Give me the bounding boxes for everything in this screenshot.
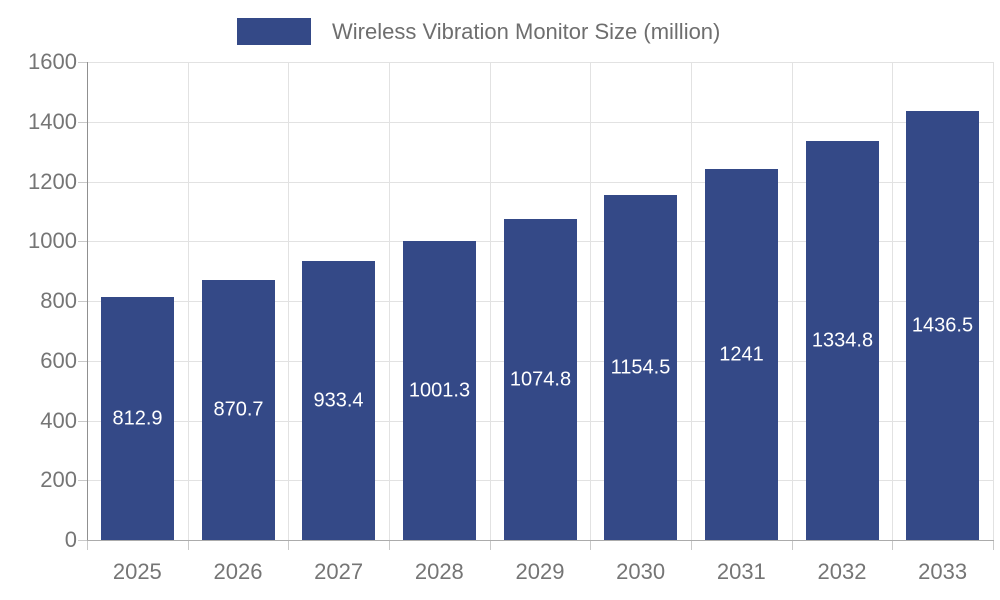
y-tick-mark (78, 480, 87, 482)
v-gridline (590, 62, 591, 540)
x-axis-line (87, 540, 994, 541)
bar-2028: 1001.3 (403, 241, 476, 540)
y-axis-tick-label: 1400 (28, 108, 77, 134)
x-axis-tick-label: 2032 (817, 559, 867, 584)
x-tick-mark (993, 541, 994, 550)
v-gridline (389, 62, 390, 540)
y-tick-mark (78, 540, 87, 541)
y-axis-tick-label: 800 (40, 288, 77, 313)
bar-value-label: 1001.3 (408, 379, 471, 401)
bar-2025: 812.9 (101, 297, 174, 540)
v-gridline (288, 62, 289, 540)
y-tick-mark (78, 420, 87, 422)
y-axis-tick-label: 400 (40, 407, 77, 433)
y-tick-mark (78, 241, 87, 243)
y-axis-line (87, 62, 88, 540)
x-axis-tick-label: 2026 (213, 559, 263, 584)
v-gridline (792, 62, 793, 540)
x-tick-mark (792, 541, 793, 550)
h-gridline (87, 121, 993, 123)
v-gridline (892, 62, 893, 540)
v-gridline (691, 62, 692, 540)
v-gridline (490, 62, 491, 540)
y-axis-tick-label: 0 (64, 527, 77, 552)
v-gridline (188, 62, 189, 540)
x-axis-tick-label: 2027 (314, 559, 364, 584)
y-tick-mark (78, 121, 87, 123)
v-gridline (993, 62, 994, 540)
x-tick-mark (590, 541, 591, 550)
bar-2026: 870.7 (202, 280, 275, 540)
y-tick-mark (78, 181, 87, 183)
x-tick-mark (490, 541, 491, 550)
y-tick-mark (78, 360, 87, 362)
x-tick-mark (892, 541, 893, 550)
h-gridline (87, 62, 993, 63)
x-axis-tick-label: 2025 (112, 559, 162, 584)
bar-2029: 1074.8 (504, 219, 577, 540)
y-axis-tick-label: 1200 (28, 168, 77, 194)
y-axis-tick-label: 200 (40, 467, 77, 493)
bar-value-label: 812.9 (112, 407, 163, 429)
legend-item[interactable]: Wireless Vibration Monitor Size (million… (237, 18, 720, 45)
x-tick-mark (288, 541, 289, 550)
bar-2031: 1241 (705, 169, 778, 540)
bar-value-label: 1334.8 (811, 329, 874, 351)
y-tick-mark (78, 301, 87, 302)
x-tick-mark (87, 541, 88, 550)
x-axis-tick-label: 2031 (716, 559, 766, 584)
bar-value-label: 933.4 (313, 389, 364, 411)
y-tick-mark (78, 62, 87, 63)
bar-2027: 933.4 (302, 261, 375, 540)
bar-2030: 1154.5 (604, 195, 677, 540)
h-gridline (87, 181, 993, 183)
bar-value-label: 1074.8 (509, 368, 572, 390)
x-axis-tick-label: 2033 (918, 559, 968, 584)
bar-value-label: 1241 (719, 343, 764, 365)
x-tick-mark (389, 541, 390, 550)
x-axis-tick-label: 2028 (414, 559, 464, 584)
plot-area: 812.9 870.7 933.4 1001.3 1074.8 1154.5 1241 133… (87, 62, 994, 540)
bar-value-label: 870.7 (213, 398, 264, 421)
x-axis-tick-label: 2030 (616, 559, 666, 584)
bar-value-label: 1436.5 (911, 314, 974, 336)
x-tick-mark (188, 541, 189, 550)
y-axis-tick-label: 600 (40, 347, 77, 373)
bar-2032: 1334.8 (806, 141, 879, 540)
bar-2033: 1436.5 (906, 111, 979, 540)
x-tick-mark (691, 541, 692, 550)
legend-swatch-icon (237, 18, 311, 45)
y-axis-tick-label: 1600 (28, 49, 77, 74)
y-axis-tick-label: 1000 (28, 228, 77, 254)
legend-label: Wireless Vibration Monitor Size (million… (332, 18, 721, 44)
bar-value-label: 1154.5 (610, 356, 671, 378)
x-axis-tick-label: 2029 (515, 559, 565, 584)
